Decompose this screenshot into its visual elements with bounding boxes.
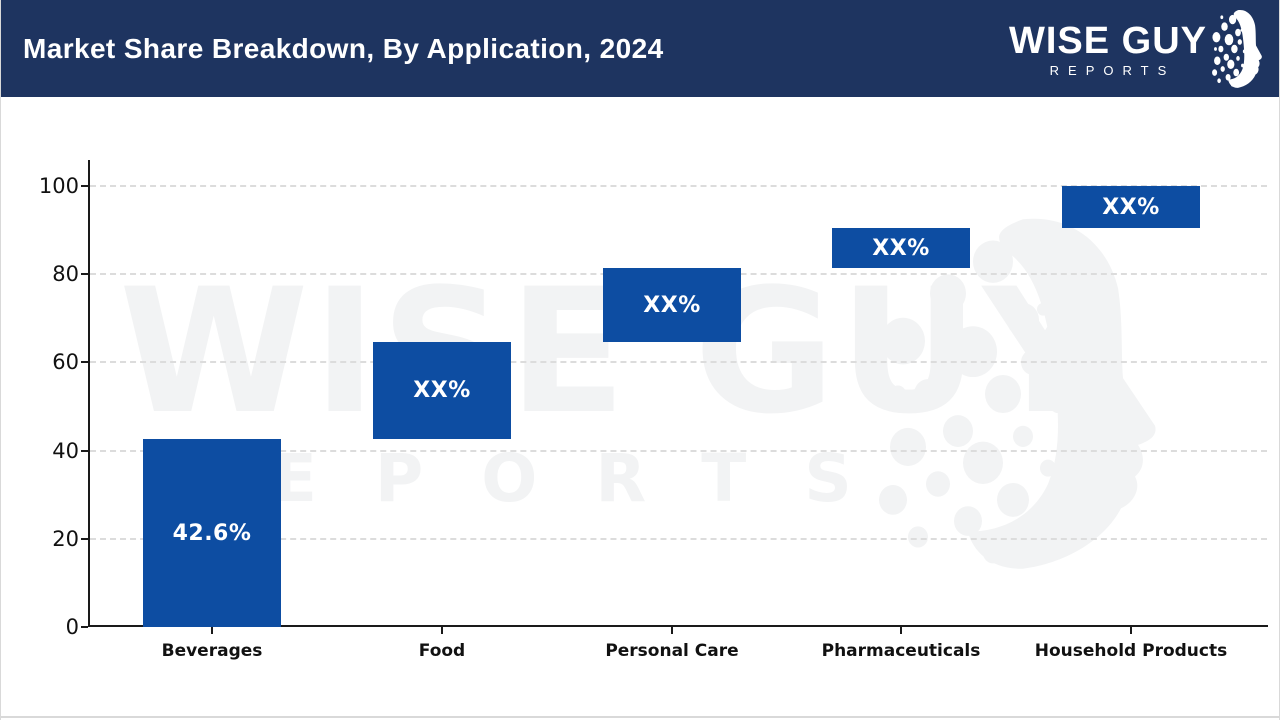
- y-tick-80: [81, 273, 88, 276]
- y-tick-label: 20: [52, 526, 79, 551]
- logo-text: WISE GUY REPORTS: [1009, 21, 1207, 78]
- x-tick-personal-care: [671, 627, 673, 634]
- y-tick-100: [81, 185, 88, 187]
- x-axis-label-beverages: Beverages: [161, 641, 263, 661]
- y-tick-label: 60: [52, 350, 79, 375]
- logo-subtitle: REPORTS: [1049, 62, 1176, 78]
- page-title: Market Share Breakdown, By Application, …: [23, 32, 664, 64]
- bar-value-label: XX%: [872, 235, 930, 261]
- y-tick-40: [81, 449, 88, 452]
- y-gridline-100: [90, 185, 1267, 187]
- bar-pharmaceuticals: XX%: [832, 228, 970, 269]
- bar-household-products: XX%: [1062, 186, 1200, 229]
- waterfall-chart: 0 20 40 60 80 100 42.6% Beverages XX% Food XX% Pers…: [1, 97, 1279, 720]
- bar-value-label: 42.6%: [172, 520, 252, 546]
- y-tick-label: 40: [52, 438, 79, 463]
- y-axis-line: [88, 160, 90, 627]
- y-tick-60: [81, 361, 88, 364]
- wise-guy-reports-logo: WISE GUY REPORTS: [1009, 6, 1265, 92]
- watermark-head-icon: [879, 218, 1156, 569]
- y-tick-label: 100: [38, 174, 79, 198]
- logo-wordmark: WISE GUY: [1008, 19, 1207, 62]
- bar-food: XX%: [373, 341, 511, 440]
- footer-divider: [1, 716, 1279, 718]
- x-axis-label-pharmaceuticals: Pharmaceuticals: [821, 641, 981, 661]
- bar-value-label: XX%: [413, 377, 471, 403]
- y-tick-label: 0: [65, 615, 79, 639]
- x-axis-line: [88, 625, 1268, 627]
- y-tick-0: [81, 626, 88, 628]
- x-axis-label-household-products: Household Products: [1034, 641, 1228, 661]
- bar-beverages: 42.6%: [143, 439, 281, 627]
- x-tick-pharmaceuticals: [900, 627, 902, 634]
- y-tick-20: [81, 537, 88, 540]
- header-band: Market Share Breakdown, By Application, …: [1, 0, 1279, 97]
- x-axis-label-personal-care: Personal Care: [605, 641, 739, 661]
- bar-personal-care: XX%: [603, 268, 741, 342]
- dotted-head-icon: [1212, 10, 1262, 88]
- x-axis-label-food: Food: [418, 641, 466, 661]
- x-tick-beverages: [211, 627, 213, 634]
- y-tick-label: 80: [52, 262, 79, 287]
- bar-value-label: XX%: [1102, 194, 1160, 220]
- x-tick-household-products: [1130, 627, 1132, 634]
- x-tick-food: [441, 627, 443, 634]
- bar-value-label: XX%: [643, 292, 701, 318]
- y-gridline-60: [90, 361, 1267, 364]
- y-gridline-20: [90, 537, 1267, 540]
- y-gridline-40: [90, 449, 1267, 452]
